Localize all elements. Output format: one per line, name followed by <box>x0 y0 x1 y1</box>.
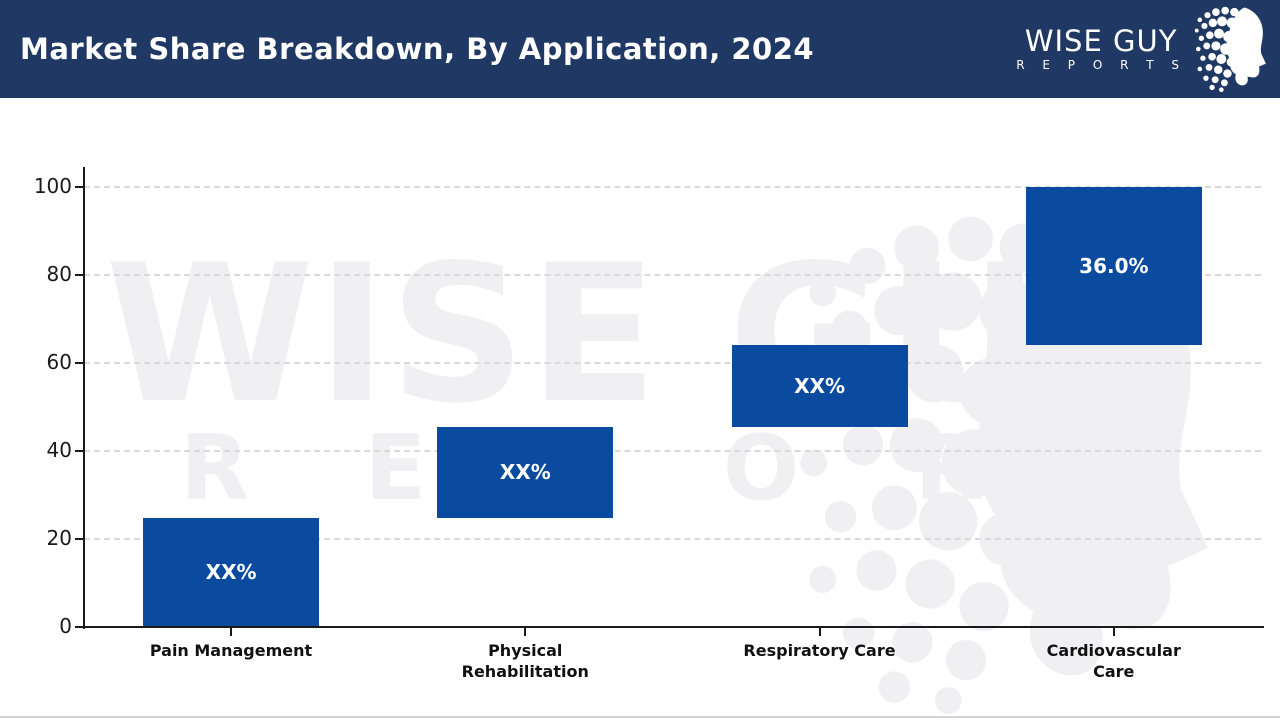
footer-divider <box>0 716 1280 718</box>
gridline <box>84 450 1261 452</box>
y-tick-mark <box>75 362 84 364</box>
bar-value-label: XX% <box>499 460 551 485</box>
bar-segment: XX% <box>143 517 320 627</box>
y-tick-label: 0 <box>59 614 72 638</box>
y-axis-line <box>83 167 85 629</box>
y-tick-mark <box>75 450 84 452</box>
x-axis-line <box>83 626 1264 628</box>
bar-value-label: XX% <box>794 374 846 399</box>
y-tick-label: 80 <box>46 262 72 286</box>
header-bar: Market Share Breakdown, By Application, … <box>0 0 1280 98</box>
bar-segment: 36.0% <box>1025 187 1202 346</box>
gridline <box>84 538 1261 540</box>
bar-value-label: XX% <box>205 560 257 585</box>
x-tick-mark <box>1112 627 1115 636</box>
logo-wordmark: WISE GUY <box>1024 23 1178 58</box>
y-tick-label: 100 <box>33 174 72 198</box>
y-tick-label: 60 <box>46 350 72 374</box>
y-tick-label: 20 <box>46 526 72 550</box>
x-tick-mark <box>524 627 527 636</box>
x-category-label: Physical Rehabilitation <box>461 641 589 681</box>
bar-value-label: 36.0% <box>1079 254 1149 279</box>
brand-logo: WISE GUY R E P O R T S <box>1016 6 1268 92</box>
y-tick-mark <box>75 626 84 628</box>
y-tick-mark <box>75 538 84 540</box>
y-tick-mark <box>75 186 84 188</box>
x-category-label: Respiratory Care <box>743 641 896 660</box>
gridline <box>84 362 1261 364</box>
x-tick-mark <box>818 627 821 636</box>
logo-text: WISE GUY R E P O R T S <box>1016 23 1186 73</box>
gridline <box>84 186 1261 188</box>
x-category-label: Pain Management <box>149 641 313 660</box>
x-category-label: Cardiovascular Care <box>1046 641 1181 681</box>
y-tick-label: 40 <box>46 438 72 462</box>
y-tick-mark <box>75 274 84 276</box>
bar-segment: XX% <box>731 345 908 427</box>
logo-face-icon <box>1194 6 1266 92</box>
x-tick-mark <box>230 627 233 636</box>
gridline <box>84 274 1261 276</box>
bar-segment: XX% <box>437 426 614 518</box>
logo-subtitle: R E P O R T S <box>1016 58 1186 73</box>
chart-title: Market Share Breakdown, By Application, … <box>20 32 815 66</box>
